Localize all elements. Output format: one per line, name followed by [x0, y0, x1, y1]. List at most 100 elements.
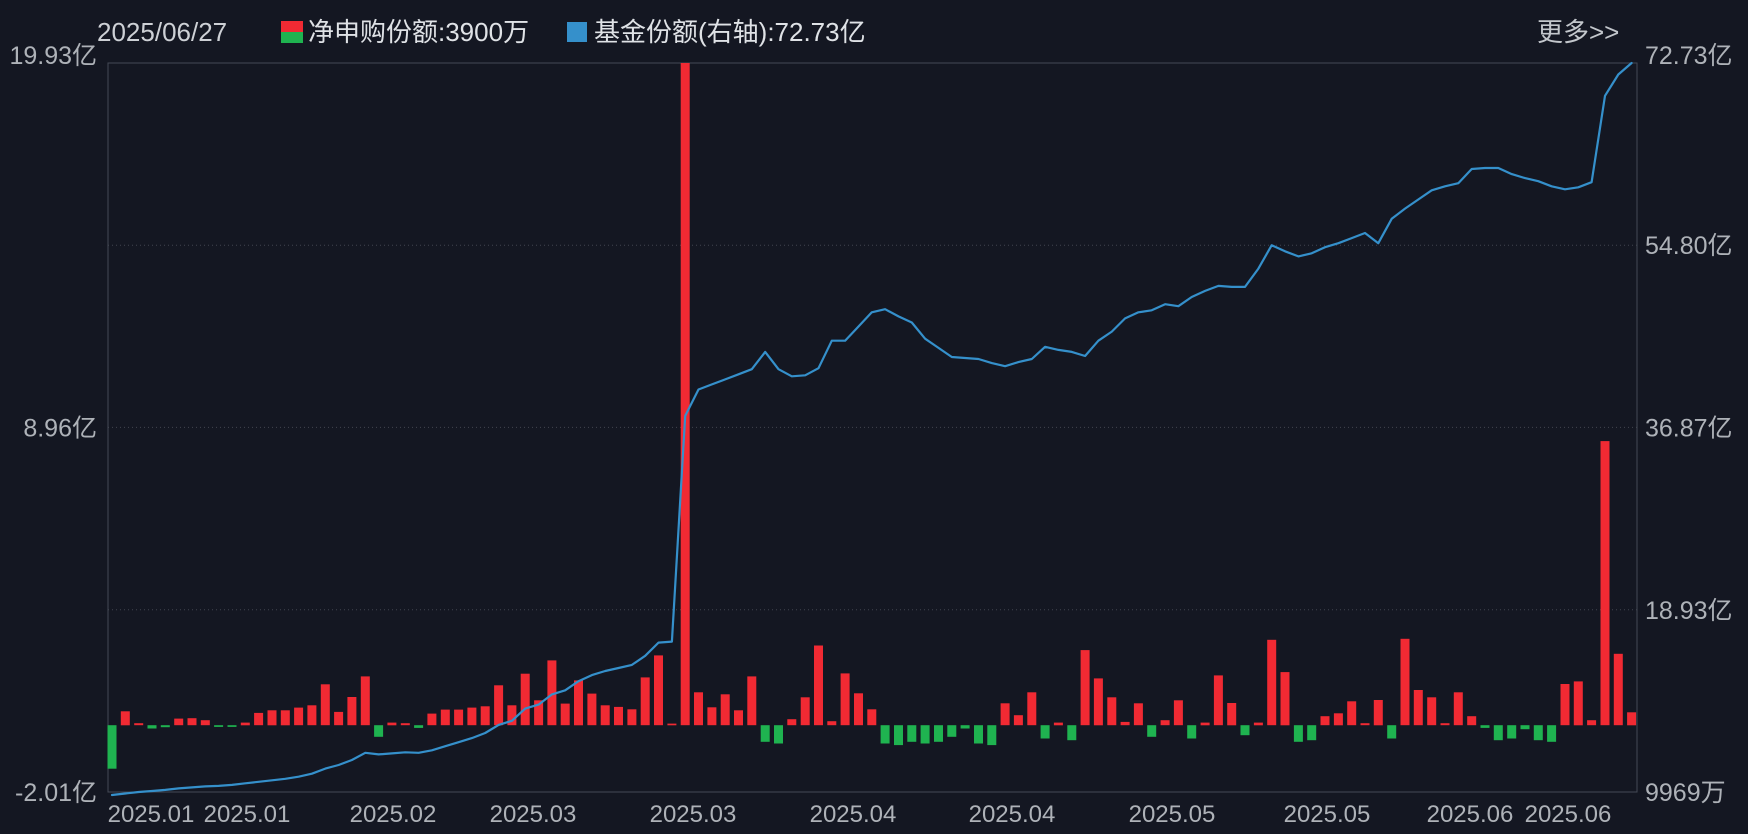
- net-subscription-bar: [334, 711, 344, 726]
- plot-border: [107, 62, 1638, 793]
- net-subscription-bar: [254, 712, 264, 726]
- net-subscription-bar: [1160, 720, 1170, 726]
- net-subscription-bar: [907, 725, 917, 742]
- net-subscription-bar: [1293, 725, 1303, 742]
- net-subscription-bar: [880, 725, 890, 744]
- net-subscription-bar: [1307, 725, 1317, 741]
- net-subscription-bar: [134, 723, 144, 726]
- fund-share-line: [110, 61, 1633, 797]
- net-subscription-bar: [147, 725, 157, 729]
- net-subscription-bar: [1067, 725, 1077, 741]
- net-subscription-bar: [1053, 722, 1063, 726]
- net-subscription-bar: [960, 725, 970, 729]
- net-subscription-bar: [654, 655, 663, 726]
- net-subscription-bar: [1093, 678, 1103, 726]
- net-subscription-bar: [280, 710, 290, 726]
- net-subscription-bar: [1080, 650, 1090, 726]
- net-subscription-bar: [400, 723, 410, 726]
- net-subscription-bar: [1627, 712, 1637, 726]
- x-axis-tick-label: 2025.03: [650, 801, 737, 828]
- net-subscription-bar: [1253, 722, 1263, 726]
- net-subscription-bar: [1360, 723, 1370, 726]
- net-subscription-bar: [574, 680, 583, 726]
- right-axis-tick-label: 36.87亿: [1645, 414, 1733, 442]
- net-subscription-bar: [174, 718, 184, 726]
- net-subscription-bar: [1373, 700, 1383, 726]
- more-link[interactable]: 更多>>: [1537, 17, 1620, 47]
- net-subscription-bar: [307, 705, 317, 726]
- net-subscription-bar: [187, 718, 197, 726]
- net-subscription-bar: [1120, 721, 1130, 726]
- net-subscription-bar: [427, 713, 437, 726]
- net-subscription-bar: [1000, 703, 1010, 726]
- net-subscription-bar: [747, 676, 757, 726]
- x-axis-tick-label: 2025.05: [1284, 801, 1371, 828]
- net-subscription-bar: [814, 645, 823, 726]
- net-subscription-bar: [1187, 725, 1197, 739]
- line-legend-label: 基金份额(右轴):72.73亿: [594, 17, 866, 47]
- net-subscription-bar: [1600, 441, 1610, 726]
- net-subscription-bar: [1493, 725, 1503, 741]
- net-subscription-bar: [694, 692, 703, 726]
- x-axis-tick-label: 2025.01: [204, 801, 291, 828]
- net-subscription-bar: [440, 709, 450, 726]
- net-subscription-bar: [347, 697, 357, 726]
- x-axis-tick-label: 2025.05: [1129, 801, 1216, 828]
- net-subscription-bar: [1173, 700, 1183, 726]
- right-axis-tick-label: 18.93亿: [1645, 597, 1733, 625]
- net-subscription-bar: [520, 673, 530, 726]
- net-subscription-bar: [627, 709, 637, 726]
- net-subscription-bar: [1400, 638, 1410, 726]
- net-subscription-bar: [1280, 672, 1290, 726]
- net-subscription-bar: [160, 725, 170, 728]
- net-subscription-bar: [1587, 720, 1597, 726]
- bar-legend-label: 净申购份额:3900万: [308, 17, 530, 47]
- net-subscription-bar: [494, 685, 504, 726]
- net-subscription-bar: [947, 725, 957, 737]
- net-subscription-bar: [560, 703, 570, 726]
- net-subscription-bar: [1560, 684, 1570, 726]
- net-subscription-bar: [1107, 697, 1117, 726]
- net-subscription-bar: [840, 673, 850, 726]
- x-axis-tick-label: 2025.04: [810, 801, 897, 828]
- net-subscription-bar: [414, 725, 424, 728]
- net-subscription-bar: [534, 700, 544, 726]
- net-subscription-bar: [1147, 725, 1157, 737]
- net-subscription-bar: [1413, 690, 1423, 726]
- net-subscription-bar: [1533, 725, 1543, 741]
- net-subscription-bar: [1333, 713, 1343, 726]
- net-subscription-bar: [1240, 725, 1250, 736]
- net-subscription-bar: [774, 725, 783, 744]
- net-subscription-bar: [1320, 716, 1330, 726]
- net-subscription-bar: [1027, 692, 1037, 726]
- net-subscription-bar: [547, 660, 557, 726]
- net-subscription-bar: [854, 693, 863, 726]
- net-subscription-bar: [1613, 653, 1623, 726]
- x-axis-tick-label: 2025.06: [1525, 801, 1612, 828]
- net-subscription-bar: [1453, 692, 1463, 726]
- net-subscription-bar: [720, 694, 730, 726]
- bar-legend-swatch-icon: [281, 21, 303, 43]
- net-subscription-bar: [680, 63, 690, 726]
- net-subscription-bar: [920, 725, 930, 744]
- net-subscription-bar: [1387, 725, 1397, 739]
- net-subscription-bar: [1267, 639, 1277, 726]
- net-subscription-bar: [1040, 725, 1050, 739]
- net-subscription-bar: [1013, 715, 1023, 726]
- net-subscription-bar: [974, 725, 983, 744]
- net-subscription-bar: [787, 719, 797, 726]
- x-axis-tick-label: 2025.02: [350, 801, 437, 828]
- net-subscription-bar: [1133, 703, 1143, 726]
- x-axis-tick-label: 2025.04: [969, 801, 1056, 828]
- net-subscription-bar: [360, 676, 370, 726]
- net-subscription-bar: [320, 684, 330, 726]
- left-axis-tick-label: 8.96亿: [23, 415, 97, 443]
- x-axis-tick-label: 2025.06: [1427, 801, 1514, 828]
- right-axis-tick-label: 9969万: [1645, 779, 1726, 807]
- net-subscription-bar: [667, 723, 677, 726]
- net-subscription-bar: [1573, 681, 1583, 726]
- net-subscription-bar: [214, 725, 224, 727]
- net-subscription-bar: [454, 709, 464, 726]
